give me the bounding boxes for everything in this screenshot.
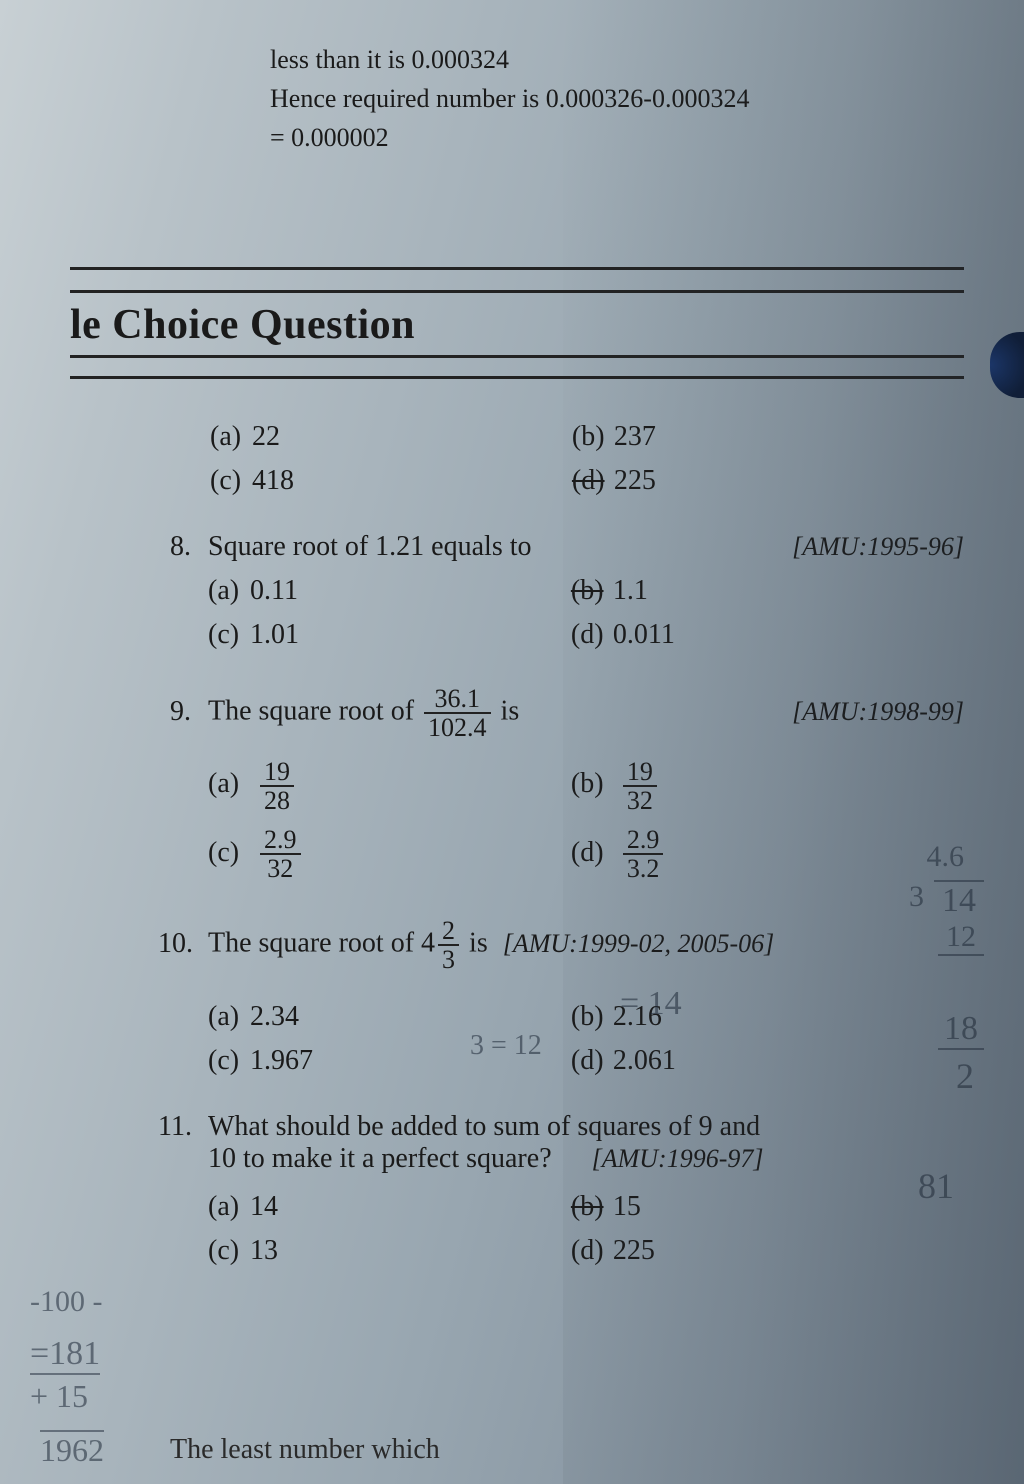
option-10d: (d)2.061 (571, 1039, 934, 1083)
question-number: 11. (158, 1111, 208, 1143)
question-text-line-2: 10 to make it a perfect square? (208, 1143, 552, 1175)
question-text-post: is (501, 696, 520, 727)
question-text-line-1: What should be added to sum of squares o… (208, 1111, 964, 1143)
option-8d: (d)0.011 (571, 613, 934, 657)
question-text-pre: The square root of (208, 696, 421, 727)
section-header: le Choice Question (70, 267, 964, 379)
option-9d: (d) 2.93.2 (571, 820, 934, 889)
question-7-options: (a)22 (b)237 (c)418 (d)225 (210, 415, 964, 503)
option-11a: (a)14 (208, 1185, 571, 1229)
option-7d: (d)225 (572, 459, 934, 503)
solution-text-block: less than it is 0.000324 Hence required … (270, 40, 964, 157)
question-number: 8. (170, 531, 208, 563)
option-9c: (c) 2.932 (208, 820, 571, 889)
option-7c: (c)418 (210, 459, 572, 503)
question-number: 9. (170, 696, 208, 728)
option-10a: (a)2.34 (208, 995, 571, 1039)
question-source: [AMU:1999-02, 2005-06] (503, 929, 775, 958)
solution-line-1: less than it is 0.000324 (270, 40, 964, 79)
option-7a: (a)22 (210, 415, 572, 459)
option-11c: (c)13 (208, 1229, 571, 1273)
option-8c: (c)1.01 (208, 613, 571, 657)
question-10: 10. The square root of 423 is [AMU:1999-… (158, 917, 964, 1084)
option-8a: (a)0.11 (208, 569, 571, 613)
question-text: Square root of 1.21 equals to (208, 531, 532, 562)
option-10c: (c)1.967 (208, 1039, 571, 1083)
section-title: le Choice Question (70, 301, 964, 349)
option-10b: (b)2.16 (571, 995, 934, 1039)
question-text-pre: The square root of 4 (208, 928, 435, 959)
question-number: 10. (158, 928, 208, 960)
question-source: [AMU:1995-96] (792, 532, 964, 562)
option-7b: (b)237 (572, 415, 934, 459)
option-9a: (a) 1928 (208, 752, 571, 821)
fraction: 36.1 102.4 (424, 685, 491, 742)
fraction: 23 (438, 917, 459, 974)
solution-line-3: = 0.000002 (270, 118, 964, 157)
solution-line-2: Hence required number is 0.000326-0.0003… (270, 79, 964, 118)
option-9b: (b) 1932 (571, 752, 934, 821)
question-text-post: is (469, 928, 488, 959)
option-11b: (b)15 (571, 1185, 934, 1229)
question-source: [AMU:1998-99] (792, 697, 964, 727)
option-8b: (b)1.1 (571, 569, 934, 613)
question-9: 9. The square root of 36.1 102.4 is [AMU… (170, 685, 964, 889)
question-source: [AMU:1996-97] (592, 1144, 764, 1174)
question-8: 8. Square root of 1.21 equals to [AMU:19… (170, 531, 964, 657)
option-11d: (d)225 (571, 1229, 934, 1273)
partial-next-question: The least number which (0, 1434, 1024, 1484)
question-11: 11. What should be added to sum of squar… (158, 1111, 964, 1273)
